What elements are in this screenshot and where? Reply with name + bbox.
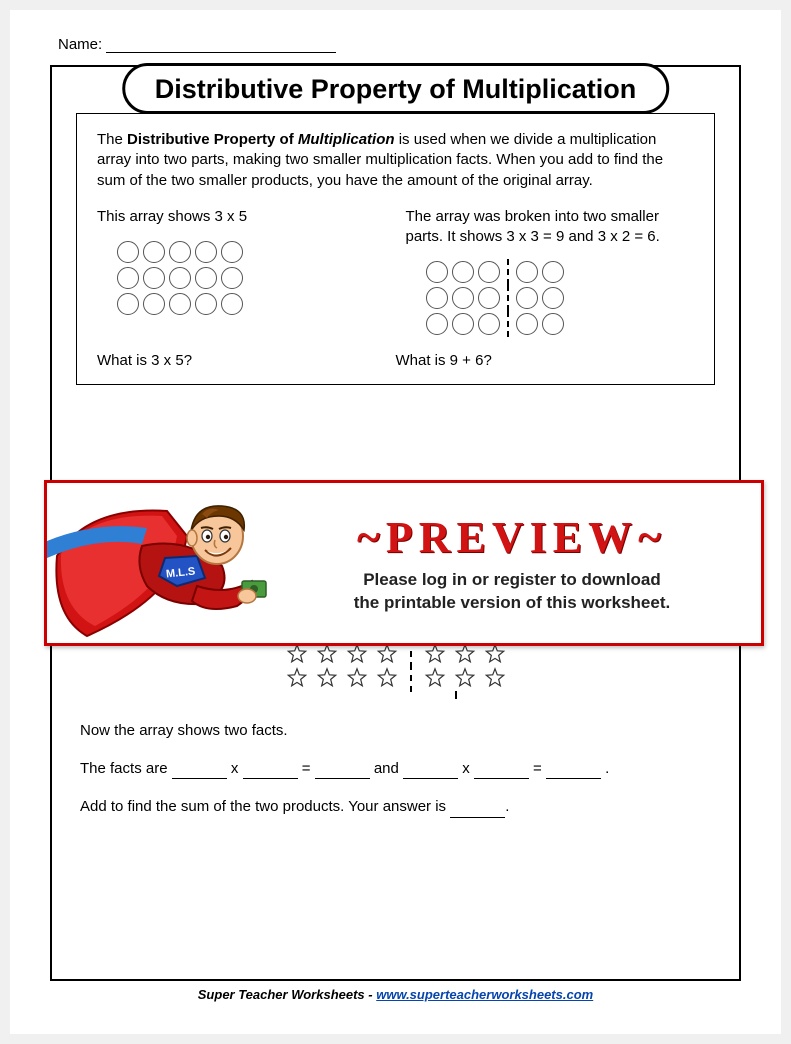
preview-text-block: ~PREVIEW~ Please log in or register to d… xyxy=(277,512,747,615)
circle-icon xyxy=(426,261,448,283)
circle-icon xyxy=(426,287,448,309)
example-left-col: This array shows 3 x 5 xyxy=(97,207,386,336)
star-icon xyxy=(316,667,338,689)
blank[interactable] xyxy=(243,764,298,779)
star-icon xyxy=(376,643,398,665)
superhero-icon: M.L.S xyxy=(47,486,277,640)
circle-icon xyxy=(542,313,564,335)
question-left: What is 3 x 5? xyxy=(97,351,396,371)
star-icon xyxy=(454,667,476,689)
circle-icon xyxy=(143,241,165,263)
blank[interactable] xyxy=(450,803,505,818)
circle-icon xyxy=(221,293,243,315)
circle-icon xyxy=(169,293,191,315)
blank[interactable] xyxy=(172,764,227,779)
star-row xyxy=(286,667,506,689)
array-3x5 xyxy=(117,241,386,315)
split-divider xyxy=(507,259,509,285)
problem-line-2: Now the array shows two facts. xyxy=(80,721,711,741)
problem-line-3-pre: The facts are xyxy=(80,760,172,777)
name-field-row: Name: xyxy=(58,36,741,53)
star-icon xyxy=(346,643,368,665)
star-row xyxy=(286,643,506,665)
circle-icon xyxy=(195,293,217,315)
footer: Super Teacher Worksheets - www.superteac… xyxy=(50,987,741,1002)
star-icon xyxy=(424,667,446,689)
circle-icon xyxy=(117,293,139,315)
split-divider xyxy=(507,285,509,311)
problem-line-4: Add to find the sum of the two products.… xyxy=(80,797,711,817)
array-row xyxy=(117,241,386,263)
circle-icon xyxy=(169,267,191,289)
preview-sub-line1: Please log in or register to download xyxy=(363,570,661,589)
name-blank-line[interactable] xyxy=(106,52,336,53)
circle-icon xyxy=(117,241,139,263)
intro-text: The Distributive Property of Multiplicat… xyxy=(97,130,694,191)
star-icon xyxy=(346,667,368,689)
worksheet-page: Name: Distributive Property of Multiplic… xyxy=(10,10,781,1034)
problem-line-3: The facts are x = and x = . xyxy=(80,759,711,779)
problem-line-3-mid: and xyxy=(374,760,403,777)
split-divider xyxy=(507,311,509,337)
preview-title: ~PREVIEW~ xyxy=(277,512,747,563)
circle-icon xyxy=(195,241,217,263)
superhero-illustration: M.L.S xyxy=(47,486,277,640)
circle-icon xyxy=(452,261,474,283)
circle-icon xyxy=(478,287,500,309)
star-icon xyxy=(286,667,308,689)
explanation-box: The Distributive Property of Multiplicat… xyxy=(76,113,715,385)
circle-icon xyxy=(221,267,243,289)
example-questions: What is 3 x 5? What is 9 + 6? xyxy=(97,351,694,371)
example-right-col: The array was broken into two smaller pa… xyxy=(406,207,695,336)
circle-icon xyxy=(542,287,564,309)
circle-icon xyxy=(516,261,538,283)
array-row xyxy=(426,261,695,283)
circle-icon xyxy=(143,293,165,315)
example-columns: This array shows 3 x 5 The array was bro… xyxy=(97,207,694,336)
footer-text: Super Teacher Worksheets - xyxy=(198,987,376,1002)
circle-icon xyxy=(478,313,500,335)
star-icon xyxy=(376,667,398,689)
star-icon xyxy=(454,643,476,665)
blank[interactable] xyxy=(403,764,458,779)
preview-sub-line2: the printable version of this worksheet. xyxy=(354,593,670,612)
blank[interactable] xyxy=(546,764,601,779)
circle-icon xyxy=(195,267,217,289)
array-row xyxy=(117,267,386,289)
circle-icon xyxy=(426,313,448,335)
preview-subtitle: Please log in or register to download th… xyxy=(277,569,747,615)
blank[interactable] xyxy=(315,764,370,779)
star-icon xyxy=(316,643,338,665)
circle-icon xyxy=(452,287,474,309)
question-right: What is 9 + 6? xyxy=(396,351,695,371)
circle-icon xyxy=(542,261,564,283)
split-divider xyxy=(455,691,457,699)
array-row xyxy=(117,293,386,315)
star-icon xyxy=(286,643,308,665)
page-title: Distributive Property of Multiplication xyxy=(122,63,670,114)
circle-icon xyxy=(516,313,538,335)
circle-icon xyxy=(478,261,500,283)
name-label: Name: xyxy=(58,36,102,53)
footer-link[interactable]: www.superteacherworksheets.com xyxy=(376,987,593,1002)
array-row xyxy=(426,313,695,335)
circle-icon xyxy=(516,287,538,309)
circle-icon xyxy=(221,241,243,263)
split-divider xyxy=(410,664,412,692)
star-icon xyxy=(484,643,506,665)
array-3x5-split xyxy=(426,261,695,335)
circle-icon xyxy=(143,267,165,289)
circle-icon xyxy=(117,267,139,289)
example-left-label: This array shows 3 x 5 xyxy=(97,207,386,227)
preview-banner: M.L.S xyxy=(44,480,764,646)
example-right-label: The array was broken into two smaller pa… xyxy=(406,207,695,248)
circle-icon xyxy=(452,313,474,335)
star-icon xyxy=(424,643,446,665)
star-icon xyxy=(484,667,506,689)
blank[interactable] xyxy=(474,764,529,779)
array-row xyxy=(426,287,695,309)
problem-line-4-pre: Add to find the sum of the two products.… xyxy=(80,798,450,815)
circle-icon xyxy=(169,241,191,263)
